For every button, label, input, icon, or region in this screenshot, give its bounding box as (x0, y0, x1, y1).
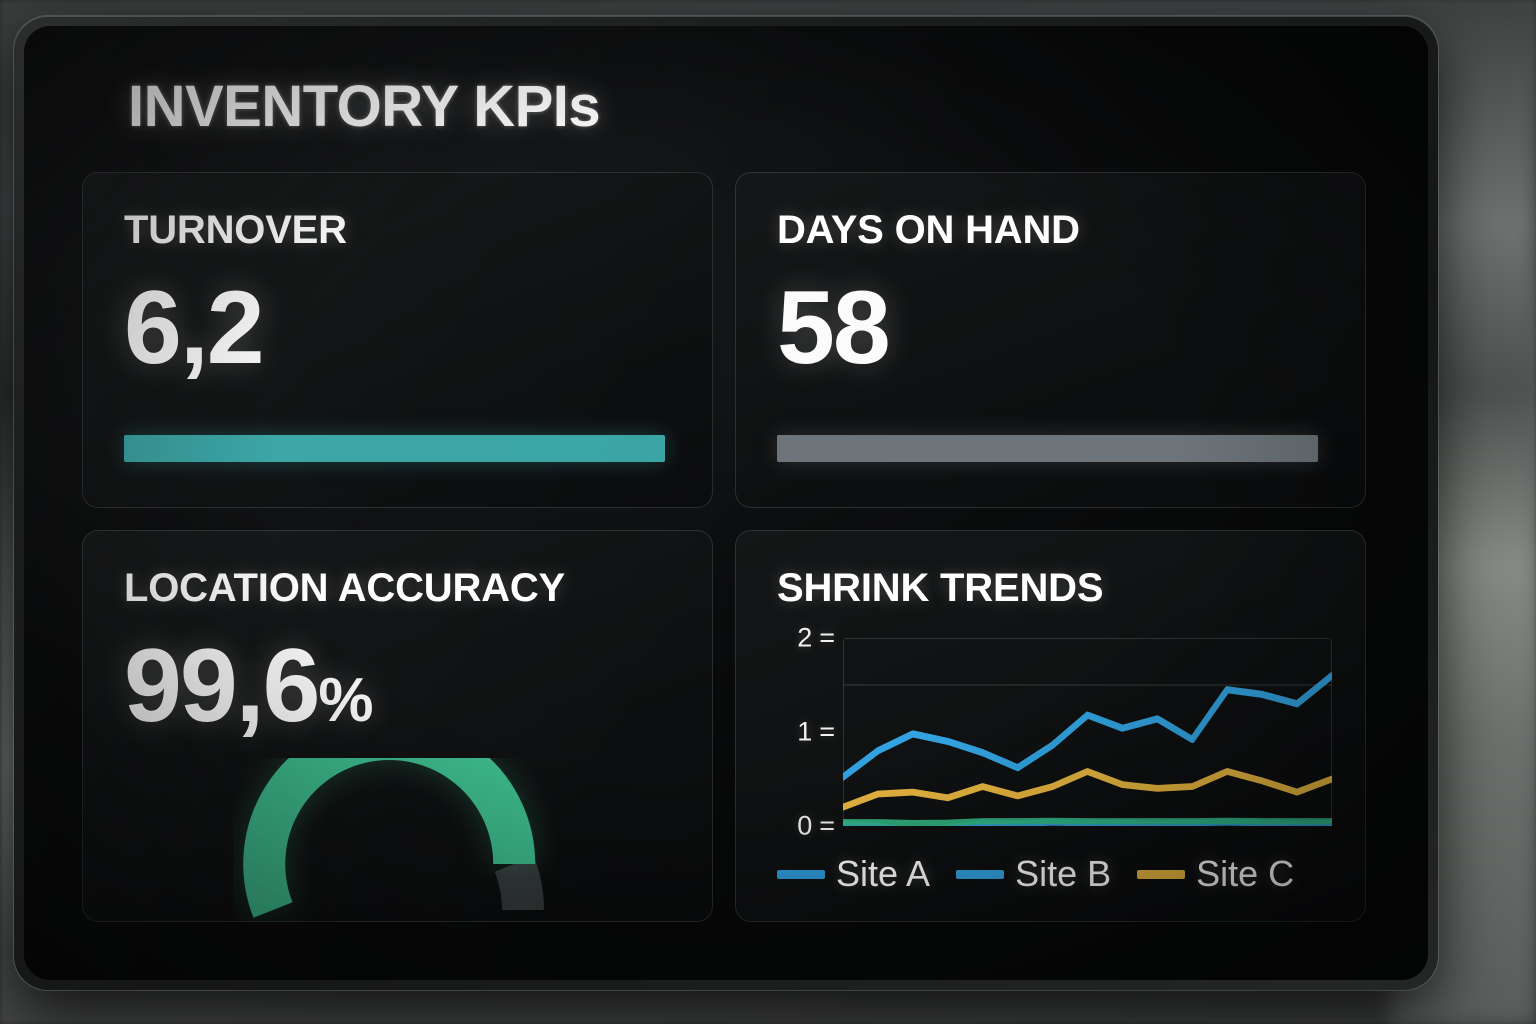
display-screen: INVENTORY KPIs TURNOVER 6,2 DAYS ON HAND… (24, 26, 1428, 980)
days-on-hand-progress-track (777, 435, 1318, 462)
shrink-trends-title: SHRINK TRENDS (777, 566, 1104, 610)
legend-label: Site A (836, 853, 931, 894)
y-axis-tick-0: 0 = (797, 811, 835, 842)
legend-swatch-icon (777, 869, 825, 879)
days-on-hand-progress-fill (777, 435, 1318, 462)
kpi-card-turnover[interactable]: TURNOVER 6,2 (82, 172, 713, 508)
legend-item-site-c[interactable]: Site C (1137, 856, 1294, 892)
location-accuracy-value: 99,6% (124, 634, 673, 738)
kpi-card-grid: TURNOVER 6,2 DAYS ON HAND 58 LOCAT (82, 172, 1366, 922)
kpi-card-shrink-trends[interactable]: SHRINK TRENDS 0 = 1 = 2 = Site A Site B Site C (735, 530, 1366, 922)
y-axis-tick-label: 1 (797, 716, 813, 747)
y-axis-tick-label: 2 (797, 622, 813, 653)
kpi-card-days-on-hand[interactable]: DAYS ON HAND 58 (735, 172, 1366, 508)
legend-item-site-b[interactable]: Site B (956, 856, 1111, 892)
y-axis-tick-mark: = (819, 716, 835, 747)
chart-y-axis: 0 = 1 = 2 = (777, 623, 839, 841)
gauge-arc-svg (242, 758, 544, 918)
location-accuracy-suffix: % (318, 666, 373, 735)
days-on-hand-value: 58 (777, 270, 891, 386)
legend-label: Site C (1196, 853, 1295, 894)
turnover-progress-fill (124, 435, 665, 462)
y-axis-tick-mark: = (819, 810, 835, 841)
y-axis-tick-mark: = (819, 622, 835, 653)
turnover-value: 6,2 (124, 270, 265, 386)
legend-item-site-a[interactable]: Site A (777, 856, 930, 892)
location-accuracy-number: 99,6 (124, 628, 320, 744)
legend-swatch-icon (956, 869, 1005, 879)
legend-label: Site B (1015, 853, 1112, 894)
y-axis-tick-label: 0 (797, 810, 813, 841)
gauge-fill-arc (242, 758, 535, 918)
display-bezel: INVENTORY KPIs TURNOVER 6,2 DAYS ON HAND… (14, 16, 1438, 990)
chart-plot-area (843, 638, 1332, 826)
chart-lines-svg (843, 672, 1332, 826)
y-axis-tick-1: 1 = (797, 717, 835, 748)
location-accuracy-title: LOCATION ACCURACY (124, 566, 566, 610)
turnover-progress-track (124, 435, 665, 462)
location-accuracy-gauge (82, 758, 713, 922)
shrink-trends-chart: 0 = 1 = 2 = (777, 623, 1332, 841)
kpi-card-location-accuracy[interactable]: LOCATION ACCURACY 99,6% (82, 530, 713, 922)
turnover-title: TURNOVER (124, 208, 347, 252)
y-axis-tick-2: 2 = (797, 623, 835, 654)
gauge-remainder-arc (493, 856, 544, 911)
chart-legend: Site A Site B Site C (777, 856, 1336, 892)
page-title: INVENTORY KPIs (128, 74, 601, 139)
legend-swatch-icon (1137, 869, 1186, 879)
days-on-hand-title: DAYS ON HAND (777, 208, 1080, 252)
kpi-dashboard: INVENTORY KPIs TURNOVER 6,2 DAYS ON HAND… (24, 26, 1428, 980)
